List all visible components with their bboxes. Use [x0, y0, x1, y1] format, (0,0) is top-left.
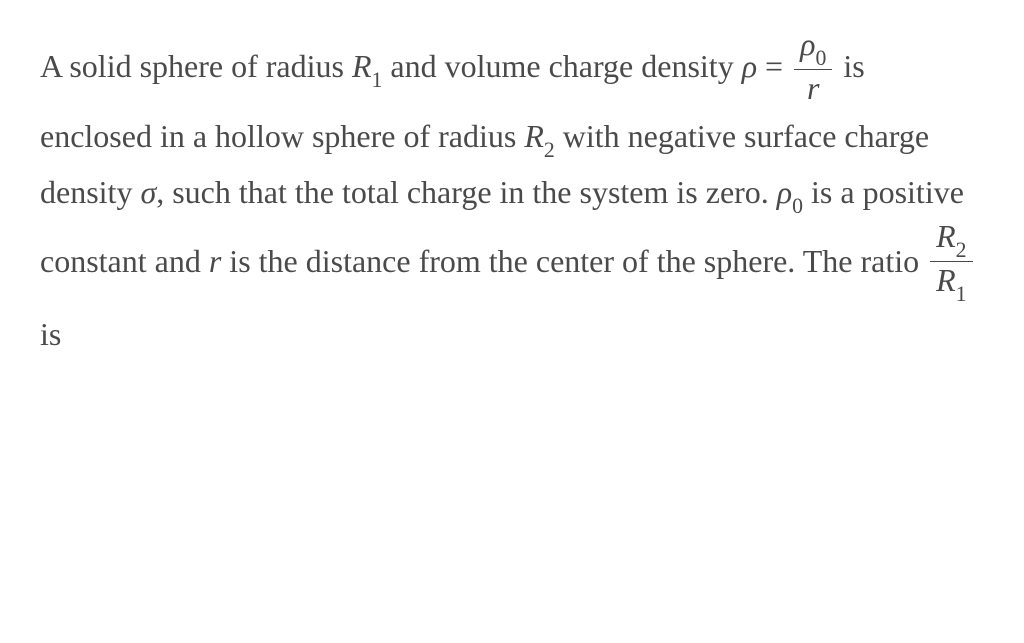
text-segment: A solid sphere of radius [40, 48, 352, 84]
text-segment: is the distance from the center of the s… [221, 243, 927, 279]
variable-r: r [807, 70, 819, 106]
text-segment: is [40, 316, 61, 352]
variable-R: R [936, 262, 956, 298]
subscript-0: 0 [815, 46, 826, 70]
subscript-2: 2 [544, 138, 555, 162]
fraction-numerator: R2 [930, 219, 972, 262]
variable-rho: ρ [777, 174, 792, 210]
fraction-denominator: R1 [930, 262, 972, 304]
variable-rho: ρ [742, 48, 757, 84]
equals-sign: = [757, 48, 791, 84]
problem-statement: A solid sphere of radius R1 and volume c… [40, 30, 984, 361]
text-segment: such that the total charge in the system… [172, 174, 777, 210]
subscript-1: 1 [372, 68, 383, 92]
variable-R: R [352, 48, 372, 84]
variable-R: R [524, 118, 544, 154]
variable-R: R [936, 218, 956, 254]
fraction-numerator: ρ0 [794, 27, 832, 70]
subscript-1: 1 [956, 282, 967, 306]
variable-r: r [209, 243, 221, 279]
text-segment: and volume charge density [382, 48, 741, 84]
fraction-denominator: r [794, 70, 832, 106]
comma: , [156, 174, 172, 210]
fraction-R2-over-R1: R2R1 [930, 219, 972, 305]
variable-rho: ρ [800, 26, 815, 62]
subscript-2: 2 [956, 238, 967, 262]
variable-sigma: σ [140, 174, 156, 210]
subscript-0: 0 [792, 194, 803, 218]
fraction-rho0-over-r: ρ0r [794, 27, 832, 107]
